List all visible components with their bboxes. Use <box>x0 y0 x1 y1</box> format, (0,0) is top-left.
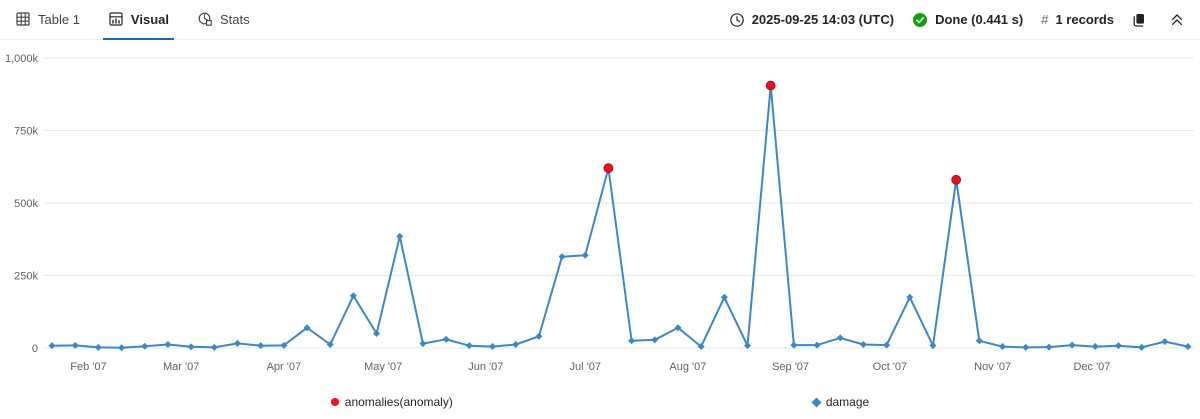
svg-text:750k: 750k <box>14 126 38 138</box>
copy-icon <box>1133 13 1144 27</box>
query-status-text: Done (0.441 s) <box>935 12 1024 27</box>
results-toolbar: Table 1 Visual Stats <box>0 0 1200 40</box>
table-icon <box>16 12 30 26</box>
svg-text:Apr '07: Apr '07 <box>267 361 302 373</box>
chevrons-up-icon <box>1171 13 1183 25</box>
records-count: 1 records <box>1055 12 1114 27</box>
check-circle-icon <box>913 12 928 27</box>
tab-visual[interactable]: Visual <box>102 0 174 40</box>
svg-text:Dec '07: Dec '07 <box>1073 361 1110 373</box>
records-group: # 1 records <box>1041 12 1114 27</box>
svg-text:Mar '07: Mar '07 <box>163 361 199 373</box>
svg-text:Nov '07: Nov '07 <box>974 361 1011 373</box>
tab-bar: Table 1 Visual Stats <box>10 0 273 40</box>
svg-text:1,000k: 1,000k <box>5 53 39 65</box>
svg-text:250k: 250k <box>14 271 38 283</box>
status-bar: 2025-09-25 14:03 (UTC) Done (0.441 s) # … <box>711 0 1190 39</box>
svg-text:Oct '07: Oct '07 <box>873 361 908 373</box>
svg-text:Aug '07: Aug '07 <box>669 361 706 373</box>
svg-text:0: 0 <box>32 343 38 355</box>
tab-label: Stats <box>219 11 250 27</box>
svg-text:Sep '07: Sep '07 <box>772 361 809 373</box>
query-timestamp: 2025-09-25 14:03 (UTC) <box>751 12 895 27</box>
tab-label: Visual <box>130 11 169 27</box>
hash-icon: # <box>1041 12 1049 27</box>
svg-text:Jun '07: Jun '07 <box>468 361 503 373</box>
damage-marker-icon <box>811 397 822 407</box>
visual-icon <box>109 12 123 26</box>
legend-item-anomalies[interactable]: anomalies(anomaly) <box>330 395 453 409</box>
tab-label: Table 1 <box>38 11 80 27</box>
svg-text:500k: 500k <box>14 198 38 210</box>
anomaly-marker-icon <box>330 398 339 406</box>
collapse-pane-button[interactable] <box>1164 7 1190 33</box>
timestamp-group: 2025-09-25 14:03 (UTC) <box>729 12 894 28</box>
clock-icon <box>729 12 744 27</box>
svg-text:Feb '07: Feb '07 <box>70 361 106 373</box>
damage-chart[interactable]: 0 250k 500k 750k 1,000k Feb '07 Mar '07 Apr '07… <box>0 40 1200 388</box>
svg-text:Jul '07: Jul '07 <box>569 361 600 373</box>
legend-label: anomalies(anomaly) <box>344 395 453 409</box>
tab-stats[interactable]: Stats <box>192 0 255 40</box>
legend-label: damage <box>825 395 870 409</box>
svg-text:May '07: May '07 <box>364 361 402 373</box>
tab-table-1[interactable]: Table 1 <box>10 0 85 40</box>
copy-results-button[interactable] <box>1126 7 1152 33</box>
stats-icon <box>198 12 212 26</box>
legend-item-damage[interactable]: damage <box>811 395 870 409</box>
completion-group: Done (0.441 s) <box>912 12 1023 28</box>
chart-legend: anomalies(anomaly) damage <box>0 388 1200 416</box>
chart-area: 0 250k 500k 750k 1,000k Feb '07 Mar '07 Apr '07… <box>0 40 1200 388</box>
